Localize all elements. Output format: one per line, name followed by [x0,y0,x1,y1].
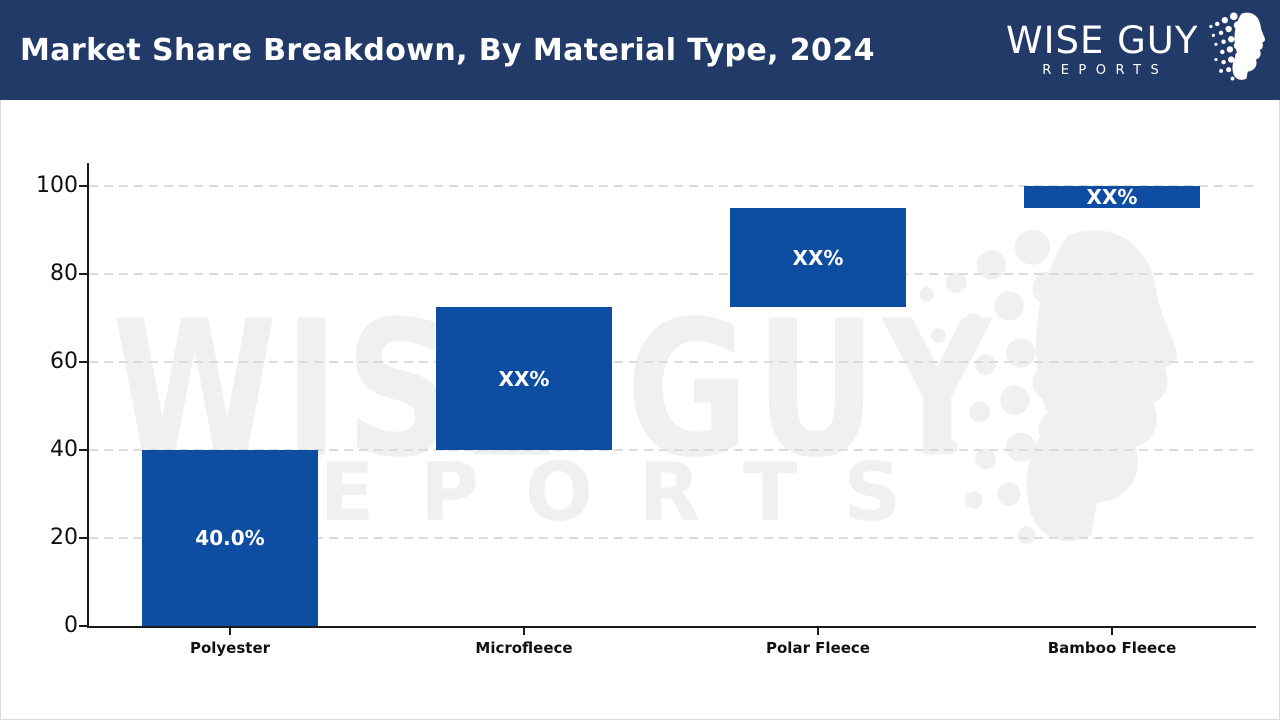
bar-value-label: 40.0% [195,526,265,550]
y-tick-label: 0 [64,613,78,638]
x-tick-mark [523,628,525,635]
brand-subname: REPORTS [1042,62,1169,78]
y-tick-mark [79,625,87,627]
brand-name: WISE GUY [1006,19,1199,63]
y-tick-mark [79,361,87,363]
brand-logo: WISE GUY REPORTS [1006,6,1266,94]
bar-value-label: XX% [792,245,844,270]
x-category-label: Bamboo Fleece [1047,639,1177,657]
y-tick-label: 60 [50,349,78,374]
y-tick-mark [79,185,87,187]
bar-value-label: XX% [1086,185,1138,209]
x-tick-mark [817,628,819,635]
y-tick-mark [79,273,87,275]
y-tick-label: 100 [36,173,78,198]
header-bar: Market Share Breakdown, By Material Type… [0,0,1280,100]
grid-line [89,185,1253,187]
grid-line [89,449,1253,451]
y-tick-label: 80 [50,261,78,286]
y-tick-mark [79,449,87,451]
x-tick-mark [229,628,231,635]
x-axis-line [87,626,1256,628]
y-tick-mark [79,537,87,539]
x-category-label: Polar Fleece [766,639,870,657]
grid-line [89,361,1253,363]
brand-logo-text: WISE GUY REPORTS [1006,19,1199,78]
y-tick-label: 40 [50,437,78,462]
bar-segment: 40.0% [142,450,318,626]
x-category-label: Polyester [189,639,271,657]
brand-head-icon [1209,12,1266,81]
y-axis-line [87,163,89,628]
x-tick-mark [1111,628,1113,635]
bar-segment: XX% [436,307,612,450]
bar-value-label: XX% [498,366,550,391]
x-category-label: Microfleece [475,639,573,657]
bar-segment: XX% [1024,185,1200,209]
bar-segment: XX% [730,208,906,307]
grid-line [89,273,1253,275]
chart-title: Market Share Breakdown, By Material Type… [20,32,875,68]
y-tick-label: 20 [50,525,78,550]
grid-line [89,537,1253,539]
